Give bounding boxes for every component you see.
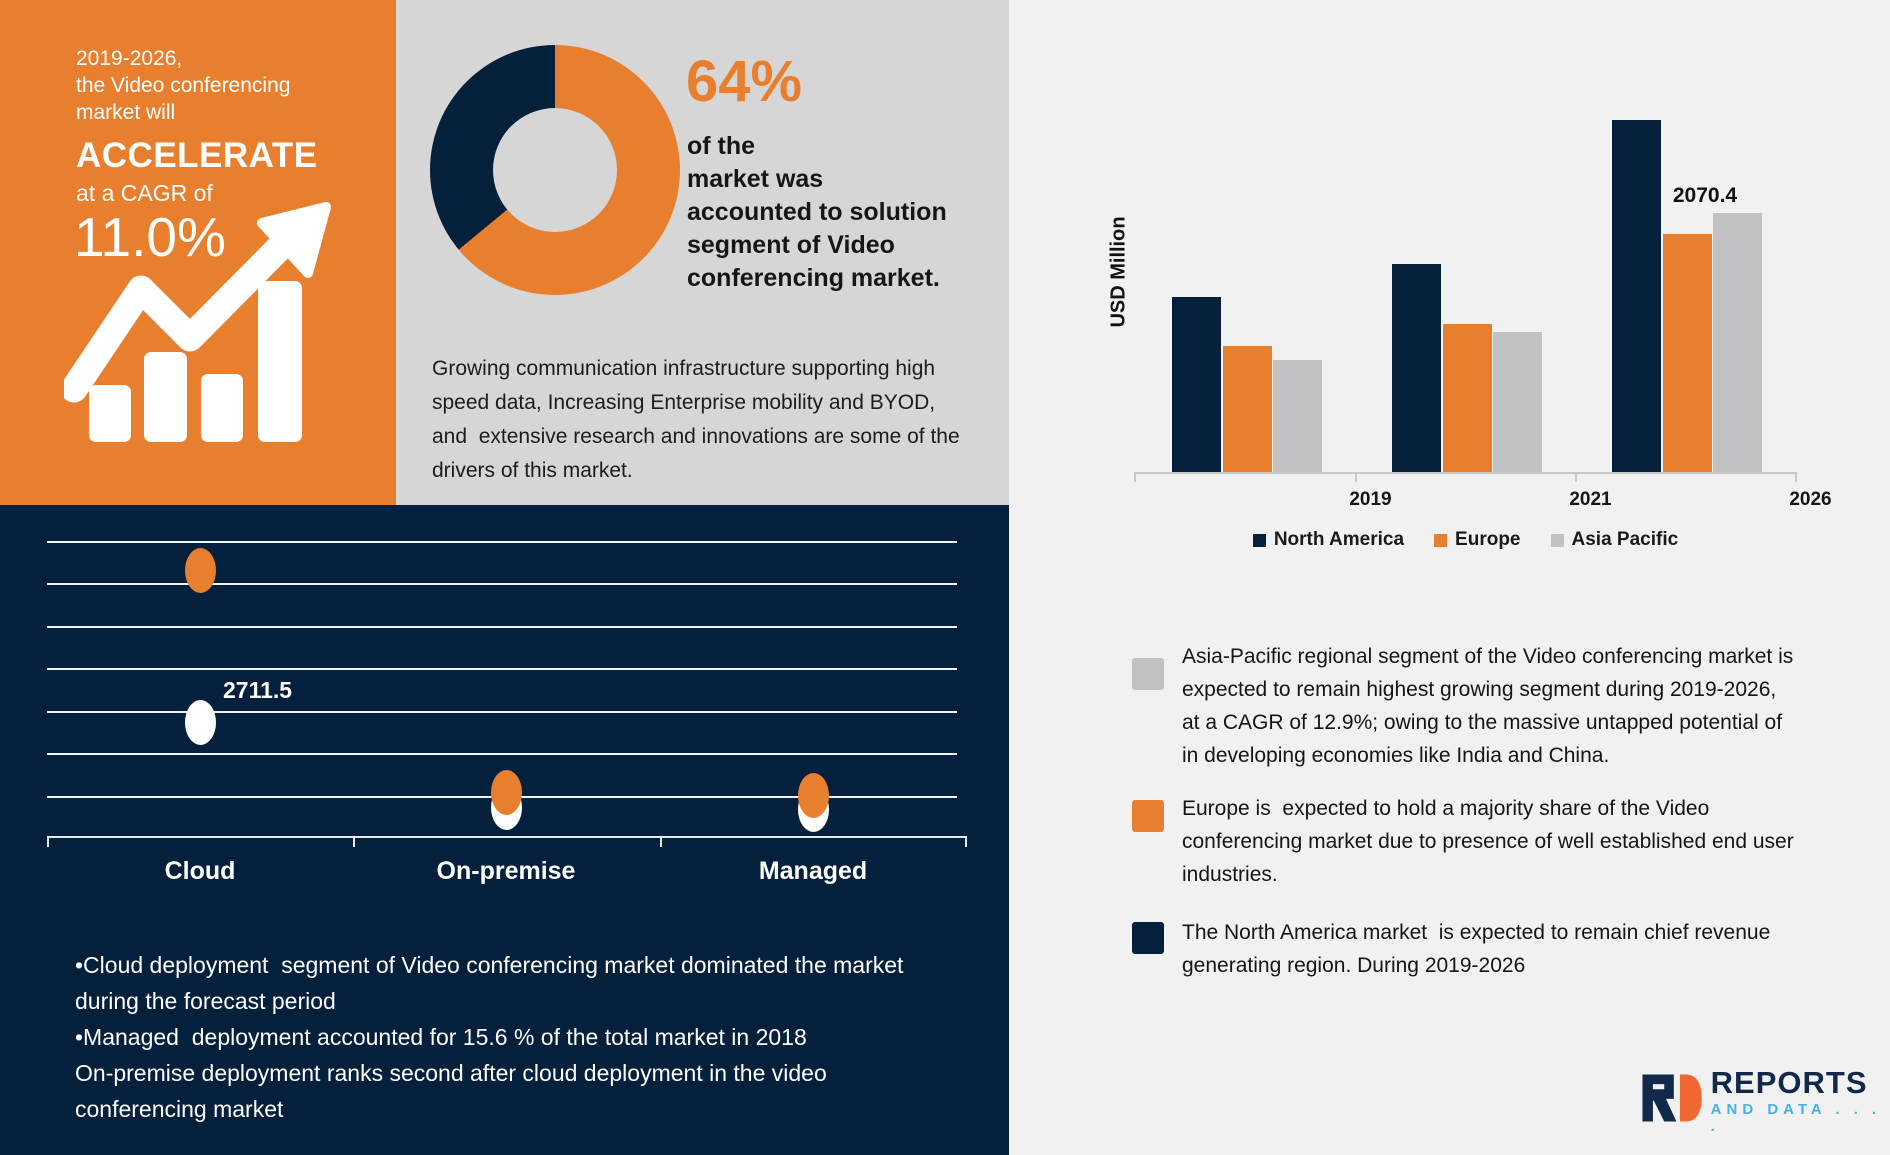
x-tick-label-2021: 2021 <box>1569 489 1612 510</box>
x-axis-line <box>47 836 967 838</box>
regional-legend: North America Europe Asia Pacific <box>1134 529 1797 551</box>
growth-arrow-icon <box>64 202 331 442</box>
x-axis-tick <box>1795 472 1797 482</box>
bar-europe-2021 <box>1443 323 1492 472</box>
x-axis-tick <box>1134 472 1136 482</box>
bar-asia-pacific-2019 <box>1273 360 1322 472</box>
logo-mark-icon <box>1642 1074 1702 1122</box>
solution-share-panel: 64% of the market was accounted to solut… <box>396 0 1009 505</box>
category-label-cloud: Cloud <box>164 857 236 885</box>
category-label-managed: Managed <box>758 857 868 885</box>
bullet-swatch-icon <box>1132 800 1164 832</box>
deployment-dot-chart: 2711.5 <box>47 539 967 847</box>
cagr-prefix: at a CAGR of <box>76 180 213 206</box>
gridline <box>47 540 957 543</box>
dot-value-label: 2711.5 <box>223 677 293 703</box>
cagr-intro-text: 2019-2026, the Video conferencing market… <box>76 47 291 124</box>
market-drivers-paragraph: Growing communication infrastructure sup… <box>432 357 960 482</box>
y-axis-label: USD Million <box>1107 216 1130 328</box>
deployment-panel: 2711.5 20192026 •Cloud deployment segmen… <box>0 505 1009 1155</box>
gridline <box>47 583 957 585</box>
category-label-on-premise: On-premise <box>436 857 576 885</box>
logo-text: REPORTS AND DATA . . . . <box>1710 1065 1890 1135</box>
x-axis-tick <box>47 836 49 847</box>
dot-2026-managed <box>797 772 829 818</box>
cagr-highlight-panel: 2019-2026, the Video conferencing market… <box>0 0 396 505</box>
regional-panel: USD Million 2070.4 North America Europe As… <box>1009 0 1890 1155</box>
regional-bullet-text: The North America market is expected to … <box>1182 921 1771 977</box>
gridline <box>47 753 957 755</box>
x-axis-tick <box>1575 472 1577 482</box>
reports-and-data-logo: REPORTS AND DATA . . . . <box>1639 1065 1890 1135</box>
legend-item-europe: Europe <box>1434 529 1521 551</box>
bar-north-america-2021 <box>1392 263 1441 472</box>
donut-hole <box>493 108 617 232</box>
legend-swatch-icon <box>1550 533 1564 547</box>
bar-value-label: 2070.4 <box>1672 184 1738 207</box>
legend-label: Europe <box>1455 529 1521 550</box>
legend-label: Asia Pacific <box>1571 529 1679 550</box>
bullet-swatch-icon <box>1132 922 1164 954</box>
solution-share-description: of the market was accounted to solution … <box>687 132 947 292</box>
x-axis-line <box>1134 472 1797 474</box>
solution-share-percentage: 64% <box>686 49 803 114</box>
deployment-bullets: •Cloud deployment segment of Video confe… <box>75 952 904 1122</box>
gridline <box>47 625 957 628</box>
regional-bar-chart: 2070.4 <box>1134 0 1797 482</box>
dot-2026-on-premise <box>490 769 522 815</box>
bar-asia-pacific-2026 <box>1713 213 1762 472</box>
accelerate-word: ACCELERATE <box>76 136 318 175</box>
gridline <box>47 710 957 713</box>
legend-swatch-icon <box>1252 533 1266 547</box>
x-axis-tick <box>353 836 355 847</box>
bar-europe-2026 <box>1663 233 1712 472</box>
cagr-value: 11.0% <box>74 206 226 268</box>
logo-title: REPORTS <box>1710 1065 1868 1100</box>
x-axis-tick <box>1355 472 1357 482</box>
gridline <box>47 668 957 670</box>
dot-2019-cloud <box>184 700 216 746</box>
bullet-swatch-icon <box>1132 658 1164 690</box>
bar-north-america-2019 <box>1172 297 1221 472</box>
x-tick-label-2026: 2026 <box>1789 489 1832 510</box>
x-axis-tick <box>660 836 662 847</box>
legend-label: North America <box>1273 529 1405 550</box>
x-tick-label-2019: 2019 <box>1349 489 1392 510</box>
bar-north-america-2026 <box>1612 120 1661 472</box>
donut-chart <box>430 45 680 295</box>
legend-item-asia-pacific: Asia Pacific <box>1550 529 1679 551</box>
legend-item-north-america: North America <box>1252 529 1405 551</box>
regional-bullet-text: Europe is expected to hold a majority sh… <box>1182 797 1794 886</box>
bar-europe-2019 <box>1223 345 1272 472</box>
logo-subtitle: AND DATA . . . . <box>1710 1101 1882 1135</box>
legend-swatch-icon <box>1434 533 1448 547</box>
regional-bullet-text: Asia-Pacific regional segment of the Vid… <box>1182 645 1794 767</box>
x-axis-tick <box>965 836 967 847</box>
dot-2026-cloud <box>184 547 216 593</box>
bar-asia-pacific-2021 <box>1493 332 1542 472</box>
